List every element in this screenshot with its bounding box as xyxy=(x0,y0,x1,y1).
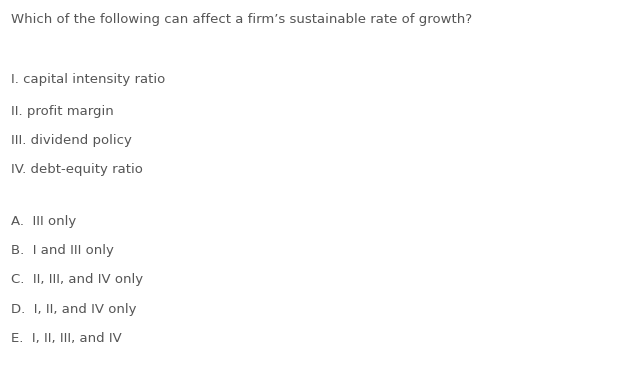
Text: D.  I, II, and IV only: D. I, II, and IV only xyxy=(11,303,137,316)
Text: A.  III only: A. III only xyxy=(11,215,77,228)
Text: IV. debt-equity ratio: IV. debt-equity ratio xyxy=(11,163,143,176)
Text: Which of the following can affect a firm’s sustainable rate of growth?: Which of the following can affect a firm… xyxy=(11,13,472,26)
Text: C.  II, III, and IV only: C. II, III, and IV only xyxy=(11,273,144,286)
Text: III. dividend policy: III. dividend policy xyxy=(11,134,132,147)
Text: I. capital intensity ratio: I. capital intensity ratio xyxy=(11,73,165,86)
Text: II. profit margin: II. profit margin xyxy=(11,105,114,117)
Text: E.  I, II, III, and IV: E. I, II, III, and IV xyxy=(11,332,122,345)
Text: B.  I and III only: B. I and III only xyxy=(11,244,114,257)
